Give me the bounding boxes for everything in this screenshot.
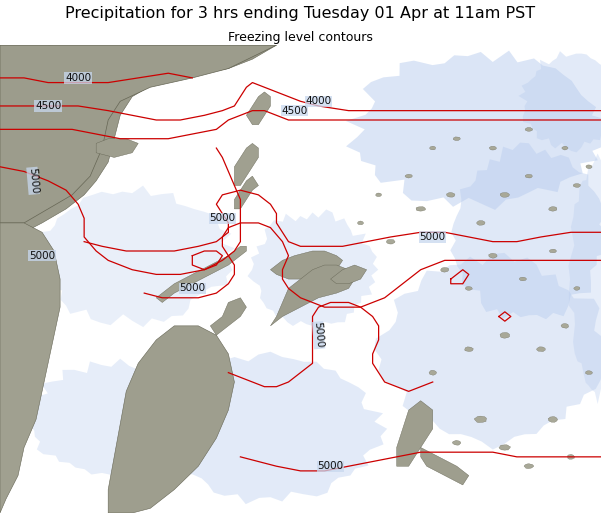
Polygon shape <box>562 146 568 150</box>
Text: 5000: 5000 <box>313 322 325 349</box>
Polygon shape <box>465 286 472 290</box>
Polygon shape <box>234 176 258 209</box>
Text: 4000: 4000 <box>65 73 91 83</box>
Polygon shape <box>586 165 592 169</box>
Polygon shape <box>569 153 601 404</box>
Polygon shape <box>96 139 138 157</box>
Polygon shape <box>489 253 497 258</box>
Polygon shape <box>465 347 473 351</box>
Text: 4500: 4500 <box>35 101 61 111</box>
Polygon shape <box>156 246 246 303</box>
Polygon shape <box>573 184 581 187</box>
Polygon shape <box>331 265 367 284</box>
Polygon shape <box>525 174 532 178</box>
Polygon shape <box>416 207 426 211</box>
Polygon shape <box>500 192 510 198</box>
Polygon shape <box>108 326 234 513</box>
Polygon shape <box>519 277 526 281</box>
Polygon shape <box>549 207 557 211</box>
Polygon shape <box>248 209 378 328</box>
Polygon shape <box>29 186 235 327</box>
Polygon shape <box>453 137 460 141</box>
Polygon shape <box>0 223 60 513</box>
Polygon shape <box>452 440 461 445</box>
Text: 5000: 5000 <box>27 167 39 194</box>
Polygon shape <box>210 298 246 335</box>
Polygon shape <box>574 286 580 290</box>
Polygon shape <box>500 332 510 338</box>
Text: 5000: 5000 <box>179 283 206 293</box>
Polygon shape <box>524 464 534 468</box>
Polygon shape <box>585 371 593 374</box>
Polygon shape <box>499 445 510 450</box>
Polygon shape <box>376 193 382 196</box>
Polygon shape <box>421 447 469 485</box>
Polygon shape <box>548 417 558 422</box>
Polygon shape <box>0 45 276 223</box>
Polygon shape <box>397 401 433 466</box>
Polygon shape <box>447 192 455 197</box>
Polygon shape <box>270 265 355 326</box>
Polygon shape <box>561 324 569 328</box>
Polygon shape <box>152 352 387 504</box>
Polygon shape <box>525 127 532 131</box>
Polygon shape <box>429 370 437 375</box>
Polygon shape <box>441 267 449 272</box>
Polygon shape <box>477 221 485 225</box>
Polygon shape <box>537 347 545 351</box>
Text: Freezing level contours: Freezing level contours <box>228 30 373 44</box>
Text: 4500: 4500 <box>281 106 308 115</box>
Polygon shape <box>474 416 487 423</box>
Polygon shape <box>29 359 215 479</box>
Polygon shape <box>430 146 436 150</box>
Polygon shape <box>0 45 276 73</box>
Polygon shape <box>519 51 601 152</box>
Polygon shape <box>386 240 395 244</box>
Text: 5000: 5000 <box>317 461 344 471</box>
Polygon shape <box>567 455 575 459</box>
Polygon shape <box>489 146 496 150</box>
Polygon shape <box>358 221 364 225</box>
Text: 5000: 5000 <box>209 213 236 223</box>
Polygon shape <box>246 92 270 125</box>
Polygon shape <box>405 174 412 178</box>
Polygon shape <box>234 144 258 186</box>
Polygon shape <box>270 251 343 279</box>
Polygon shape <box>0 69 204 232</box>
Polygon shape <box>549 249 557 253</box>
Polygon shape <box>346 51 601 210</box>
Text: 5000: 5000 <box>29 251 55 261</box>
Polygon shape <box>374 253 601 449</box>
Text: Precipitation for 3 hrs ending Tuesday 01 Apr at 11am PST: Precipitation for 3 hrs ending Tuesday 0… <box>66 6 535 21</box>
Text: 5000: 5000 <box>419 232 446 242</box>
Text: 4000: 4000 <box>305 96 332 106</box>
Polygon shape <box>450 143 601 319</box>
